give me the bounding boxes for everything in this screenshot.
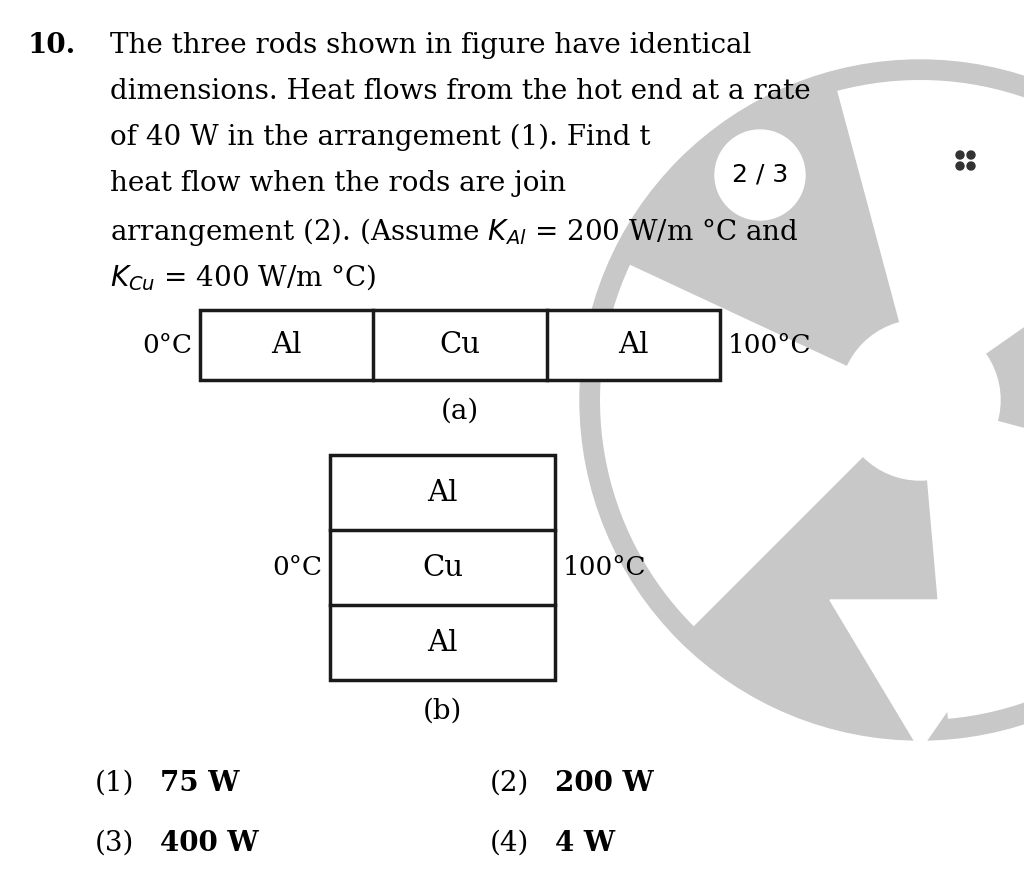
Text: 4 W: 4 W — [555, 830, 615, 857]
Wedge shape — [920, 400, 1024, 718]
Text: 400 W: 400 W — [160, 830, 259, 857]
Text: 100°C: 100°C — [728, 332, 811, 358]
Text: Al: Al — [427, 479, 458, 506]
Text: Al: Al — [427, 629, 458, 656]
Text: Al: Al — [271, 331, 302, 359]
Wedge shape — [838, 80, 1024, 400]
Text: (1): (1) — [95, 770, 134, 797]
Text: Al: Al — [618, 331, 648, 359]
Text: $K_{Cu}$ = 400 W/m °C): $K_{Cu}$ = 400 W/m °C) — [110, 262, 376, 293]
Text: 10.: 10. — [28, 32, 76, 59]
Bar — [330, 455, 555, 680]
Text: The three rods shown in figure have identical: The three rods shown in figure have iden… — [110, 32, 752, 59]
Circle shape — [956, 162, 964, 170]
Text: arrangement (2). (Assume $K_{Al}$ = 200 W/m °C and: arrangement (2). (Assume $K_{Al}$ = 200 … — [110, 216, 799, 248]
Text: dimensions. Heat flows from the hot end at a rate: dimensions. Heat flows from the hot end … — [110, 78, 811, 105]
Text: (a): (a) — [441, 398, 479, 425]
Circle shape — [956, 151, 964, 159]
Circle shape — [715, 130, 805, 220]
Polygon shape — [830, 600, 1024, 750]
Text: heat flow when the rods are join: heat flow when the rods are join — [110, 170, 566, 197]
Circle shape — [967, 151, 975, 159]
Text: (4): (4) — [490, 830, 529, 857]
Circle shape — [840, 320, 1000, 480]
Wedge shape — [600, 265, 920, 626]
Text: (b): (b) — [423, 698, 462, 725]
Circle shape — [580, 60, 1024, 740]
Text: 100°C: 100°C — [563, 555, 646, 580]
Text: (2): (2) — [490, 770, 529, 797]
Bar — [200, 310, 720, 380]
Text: 0°C: 0°C — [272, 555, 322, 580]
Text: 2 / 3: 2 / 3 — [732, 163, 788, 187]
Text: 0°C: 0°C — [142, 332, 193, 358]
Text: 200 W: 200 W — [555, 770, 653, 797]
Text: 75 W: 75 W — [160, 770, 240, 797]
Text: (3): (3) — [95, 830, 134, 857]
Text: Cu: Cu — [422, 553, 463, 582]
Text: Cu: Cu — [439, 331, 480, 359]
Text: of 40 W in the arrangement (1). Find t: of 40 W in the arrangement (1). Find t — [110, 124, 650, 151]
Circle shape — [967, 162, 975, 170]
